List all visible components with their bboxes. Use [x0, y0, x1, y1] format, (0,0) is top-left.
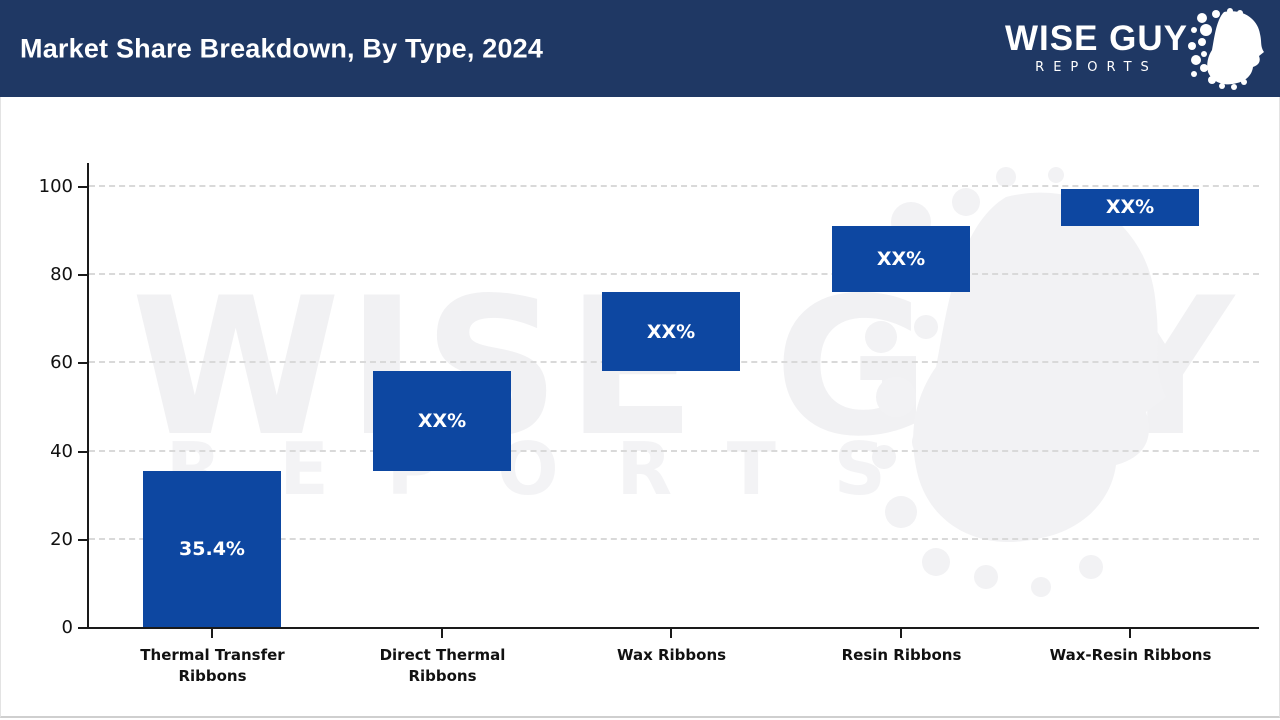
grid-line: [89, 273, 1259, 276]
watermark-subtext: REPORTS: [166, 427, 944, 511]
bar-value-label: XX%: [876, 247, 926, 270]
x-category-label: Resin Ribbons: [841, 646, 962, 664]
header-bar: Market Share Breakdown, By Type, 2024 WI…: [0, 0, 1280, 97]
x-axis-tick: [1129, 629, 1131, 638]
y-axis-line: [87, 163, 89, 629]
bar-value-label: XX%: [417, 410, 467, 433]
y-axis-tick: [78, 362, 87, 365]
bar: 35.4%: [143, 470, 281, 627]
grid-line: [89, 537, 1259, 540]
brand-subtitle: REPORTS: [1035, 60, 1158, 75]
bar-value-label: XX%: [1105, 196, 1155, 219]
y-tick-label: 100: [38, 176, 73, 197]
bar-value-label: XX%: [646, 320, 696, 343]
y-tick-label: 20: [50, 528, 73, 550]
y-axis-tick: [78, 627, 87, 629]
bar-value-label: 35.4%: [179, 537, 245, 560]
bar: XX%: [602, 291, 740, 372]
x-category-label: Direct Thermal Ribbons: [379, 646, 506, 685]
chart-canvas: WISE GUY REPORTS 35.4%XX%XX%XX%XX%020406…: [0, 97, 1280, 718]
chart-title: Market Share Breakdown, By Type, 2024: [20, 33, 544, 63]
x-axis-tick: [441, 629, 443, 638]
x-category-label: Wax-Resin Ribbons: [1049, 646, 1212, 664]
x-axis-tick: [670, 629, 672, 638]
x-axis-line: [87, 627, 1259, 629]
y-axis-tick: [78, 186, 87, 188]
y-tick-label: 40: [50, 440, 73, 462]
bar: XX%: [1061, 188, 1199, 226]
x-category-label: Wax Ribbons: [616, 646, 727, 664]
x-category-label: Thermal Transfer Ribbons: [140, 646, 285, 685]
y-axis-tick: [78, 450, 87, 453]
y-tick-label: 80: [50, 264, 73, 286]
y-axis-tick: [78, 274, 87, 277]
brand-name: WISE GUY: [1004, 19, 1188, 58]
x-axis-tick: [900, 629, 902, 638]
y-axis-tick: [78, 538, 87, 541]
y-tick-label: 0: [61, 617, 73, 638]
grid-line: [89, 449, 1259, 452]
bar: XX%: [373, 371, 511, 471]
y-tick-label: 60: [50, 352, 73, 374]
brand-face-icon: [1188, 8, 1264, 90]
bar: XX%: [832, 225, 970, 292]
x-axis-tick: [211, 629, 213, 638]
grid-line: [89, 185, 1259, 187]
brand-logo: WISE GUY REPORTS: [1004, 6, 1266, 92]
